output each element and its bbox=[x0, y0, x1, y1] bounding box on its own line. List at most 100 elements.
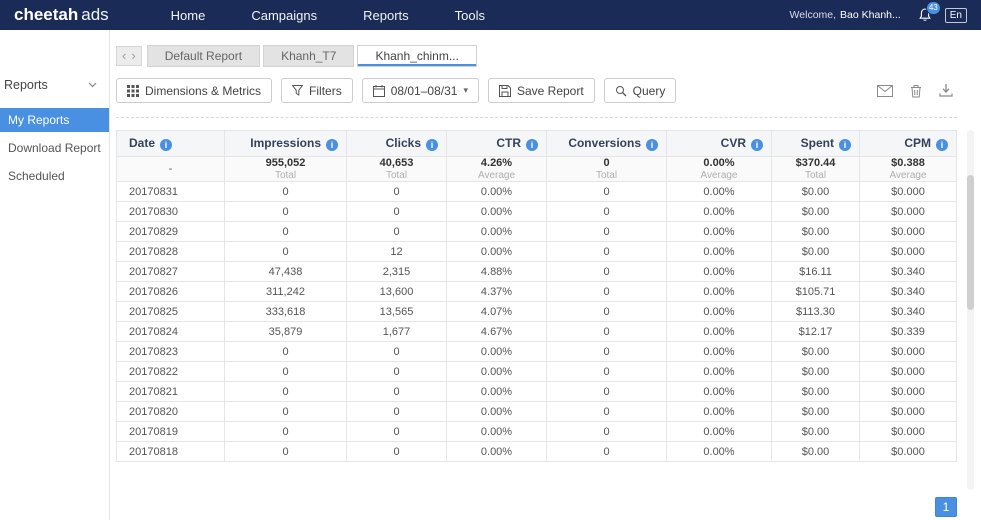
cell-value: $105.71 bbox=[771, 281, 860, 302]
info-icon[interactable]: i bbox=[426, 139, 438, 151]
summary-sublabel: Average bbox=[700, 170, 738, 181]
cell-value: 4.67% bbox=[446, 321, 547, 342]
search-icon bbox=[615, 85, 627, 96]
summary-sublabel: Average bbox=[889, 170, 927, 181]
cell-value: 13,600 bbox=[346, 281, 447, 302]
cell-date: 20170824 bbox=[116, 321, 225, 342]
sidebar-item-scheduled[interactable]: Scheduled bbox=[8, 169, 65, 183]
cell-value: 0 bbox=[346, 421, 447, 442]
cell-value: 0 bbox=[224, 361, 347, 382]
cell-value: 0 bbox=[224, 221, 347, 242]
cell-value: 0 bbox=[224, 181, 347, 202]
table-row: 20170822 0 0 0.00% 0 0.00% $0.00 $0.000 bbox=[116, 361, 957, 382]
notifications-button[interactable]: 43 bbox=[918, 1, 941, 22]
nav-item-campaigns[interactable]: Campaigns bbox=[251, 7, 318, 23]
cell-value: 0 bbox=[346, 441, 447, 462]
cell-value: 0 bbox=[546, 241, 667, 262]
cell-value: $0.000 bbox=[859, 361, 957, 382]
cell-value: 0 bbox=[346, 361, 447, 382]
cell-date: 20170831 bbox=[116, 181, 225, 202]
envelope-icon bbox=[877, 84, 893, 97]
user-menu[interactable]: Bao Khanh... bbox=[840, 9, 901, 21]
date-range-button[interactable]: 08/01–08/31 ▾ bbox=[361, 78, 479, 103]
cell-value: 0.00% bbox=[666, 181, 772, 202]
info-icon[interactable]: i bbox=[839, 139, 851, 151]
query-button[interactable]: Query bbox=[603, 78, 677, 103]
column-label: CPM bbox=[904, 136, 931, 150]
cell-value: 0 bbox=[546, 221, 667, 242]
cell-value: 0.00% bbox=[666, 261, 772, 282]
table-row: 20170823 0 0 0.00% 0 0.00% $0.00 $0.000 bbox=[116, 341, 957, 362]
column-header-clicks: Clicks i bbox=[346, 130, 447, 157]
cell-value: 311,242 bbox=[224, 281, 347, 302]
save-report-button[interactable]: Save Report bbox=[487, 78, 595, 103]
table-row: 20170827 47,438 2,315 4.88% 0 0.00% $16.11 $0.3… bbox=[116, 261, 957, 282]
cell-value: 0.00% bbox=[666, 201, 772, 222]
info-icon[interactable]: i bbox=[326, 139, 338, 151]
tab-scroll-right-icon[interactable]: › bbox=[131, 48, 136, 63]
dimensions-metrics-button[interactable]: Dimensions & Metrics bbox=[116, 78, 273, 103]
cell-value: 0 bbox=[224, 241, 347, 262]
summary-value: $370.44 bbox=[795, 157, 836, 170]
cell-value: 0.00% bbox=[446, 221, 547, 242]
cell-value: $0.339 bbox=[859, 321, 957, 342]
sidebar-item-my-reports[interactable]: My Reports bbox=[0, 108, 109, 132]
scrollbar-track[interactable] bbox=[967, 130, 974, 490]
email-report-button[interactable] bbox=[877, 84, 893, 97]
cell-value: $0.00 bbox=[771, 201, 860, 222]
report-tab-2[interactable]: Khanh_chinm... bbox=[357, 44, 477, 67]
cell-date: 20170820 bbox=[116, 401, 225, 422]
sidebar-item-download-report[interactable]: Download Report bbox=[8, 141, 101, 155]
top-navbar: cheetah ads Home Campaigns Reports Tools Wel… bbox=[0, 0, 981, 30]
info-icon[interactable]: i bbox=[526, 139, 538, 151]
cell-date: 20170826 bbox=[116, 281, 225, 302]
nav-item-home[interactable]: Home bbox=[170, 7, 206, 23]
column-label: Conversions bbox=[568, 136, 641, 150]
cell-value: $0.000 bbox=[859, 181, 957, 202]
column-header-impressions: Impressions i bbox=[224, 130, 347, 157]
info-icon[interactable]: i bbox=[936, 139, 948, 151]
cell-value: 0 bbox=[346, 181, 447, 202]
info-icon[interactable]: i bbox=[751, 139, 763, 151]
query-label: Query bbox=[632, 83, 666, 98]
cell-value: 0 bbox=[224, 341, 347, 362]
cell-value: $0.000 bbox=[859, 221, 957, 242]
language-button[interactable]: En bbox=[944, 7, 967, 23]
cell-value: $0.000 bbox=[859, 421, 957, 442]
table-row: 20170829 0 0 0.00% 0 0.00% $0.00 $0.000 bbox=[116, 221, 957, 242]
report-tab-1[interactable]: Khanh_T7 bbox=[263, 44, 355, 67]
scrollbar-thumb[interactable] bbox=[967, 175, 974, 310]
summary-cell: $370.44 Total bbox=[771, 156, 860, 182]
app-logo[interactable]: cheetah ads bbox=[14, 5, 109, 25]
filters-button[interactable]: Filters bbox=[281, 78, 353, 103]
cell-value: 0 bbox=[546, 361, 667, 382]
report-tab-0[interactable]: Default Report bbox=[146, 44, 261, 67]
nav-item-tools[interactable]: Tools bbox=[454, 7, 486, 23]
cell-value: 0 bbox=[546, 201, 667, 222]
delete-report-button[interactable] bbox=[910, 84, 922, 98]
cell-value: 0.00% bbox=[666, 281, 772, 302]
summary-value: 4.26% bbox=[480, 157, 513, 170]
sidebar: Reports My Reports Download Report Schedul… bbox=[0, 30, 110, 520]
cell-value: 0.00% bbox=[666, 441, 772, 462]
table-row: 20170819 0 0 0.00% 0 0.00% $0.00 $0.000 bbox=[116, 421, 957, 442]
cell-value: 0.00% bbox=[446, 341, 547, 362]
cell-value: 0 bbox=[346, 201, 447, 222]
nav-item-reports[interactable]: Reports bbox=[363, 7, 409, 23]
cell-date: 20170828 bbox=[116, 241, 225, 262]
report-tabbar: ‹ › Default Report Khanh_T7 Khanh_chinm... bbox=[116, 44, 957, 67]
cell-value: $0.00 bbox=[771, 361, 860, 382]
info-icon[interactable]: i bbox=[160, 139, 173, 151]
cell-value: 0 bbox=[224, 381, 347, 402]
info-icon[interactable]: i bbox=[646, 139, 658, 151]
summary-sublabel: Total bbox=[274, 170, 297, 181]
download-report-button[interactable] bbox=[939, 84, 953, 97]
cell-value: $12.17 bbox=[771, 321, 860, 342]
sidebar-group-reports[interactable]: Reports bbox=[0, 74, 109, 96]
tab-scroll-left-icon[interactable]: ‹ bbox=[122, 48, 127, 63]
page-button-1[interactable]: 1 bbox=[935, 497, 957, 517]
cell-value: 0 bbox=[546, 261, 667, 282]
cell-value: 0 bbox=[546, 421, 667, 442]
cell-value: 0.00% bbox=[666, 341, 772, 362]
cell-date: 20170819 bbox=[116, 421, 225, 442]
